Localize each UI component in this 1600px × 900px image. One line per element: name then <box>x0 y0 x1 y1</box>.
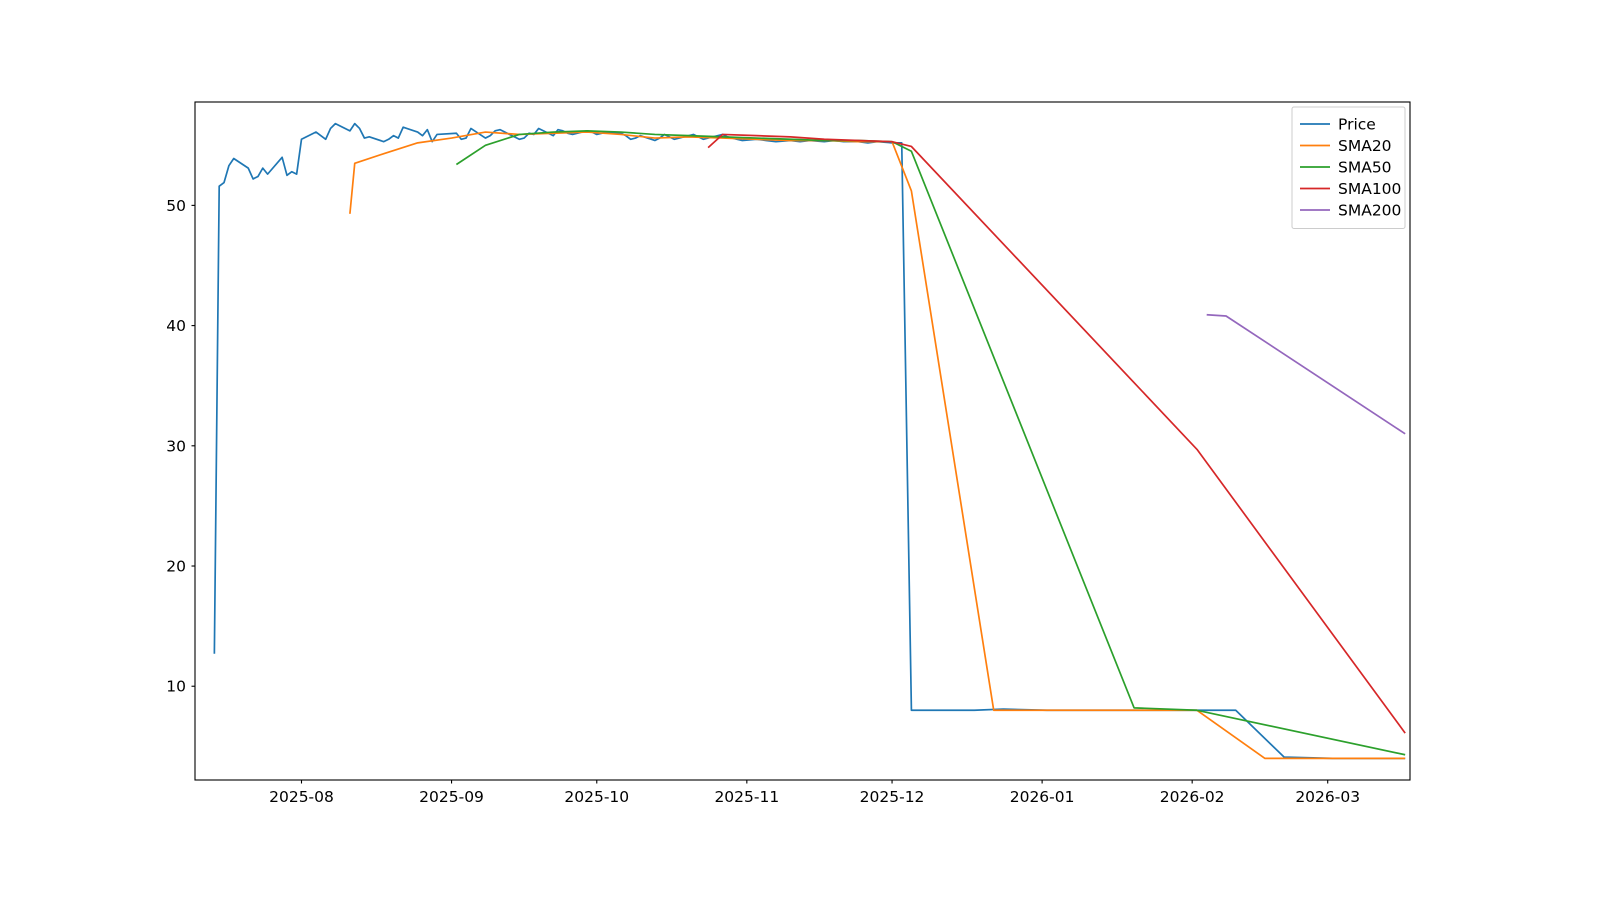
series-line-sma50 <box>455 130 1406 756</box>
y-tick-label: 20 <box>166 558 186 576</box>
legend-label-price[interactable]: Price <box>1338 116 1376 134</box>
y-tick-label: 30 <box>166 437 186 455</box>
y-tick-label: 50 <box>166 197 186 215</box>
x-axis-tick-labels: 2025-08 2025-09 2025-10 2025-11 2025-12 2026-… <box>269 788 1360 806</box>
data-series-group <box>213 122 1406 760</box>
legend-background <box>1291 106 1406 229</box>
y-tick-label: 40 <box>166 317 186 335</box>
x-tick-label: 2025-11 <box>714 788 779 806</box>
x-tick-label: 2026-02 <box>1160 788 1225 806</box>
y-tick-label: 10 <box>166 678 186 696</box>
legend-label-sma20[interactable]: SMA20 <box>1338 137 1392 155</box>
x-tick-label: 2025-10 <box>564 788 629 806</box>
y-axis-tick-labels: 10 20 30 40 50 <box>166 197 186 696</box>
series-line-sma100 <box>707 133 1406 734</box>
chart-legend[interactable]: Price SMA20 SMA50 SMA100 SMA200 <box>1291 106 1406 229</box>
axes-frame <box>194 101 1411 781</box>
x-tick-label: 2026-01 <box>1010 788 1075 806</box>
x-tick-label: 2025-08 <box>269 788 334 806</box>
series-line-sma20 <box>349 131 1406 760</box>
legend-label-sma100[interactable]: SMA100 <box>1338 180 1401 198</box>
legend-label-sma200[interactable]: SMA200 <box>1338 202 1401 220</box>
series-line-sma200 <box>1206 313 1406 435</box>
x-tick-label: 2025-12 <box>860 788 925 806</box>
legend-label-sma50[interactable]: SMA50 <box>1338 159 1392 177</box>
tick-marks <box>191 204 1329 784</box>
x-tick-label: 2025-09 <box>419 788 484 806</box>
x-tick-label: 2026-03 <box>1295 788 1360 806</box>
